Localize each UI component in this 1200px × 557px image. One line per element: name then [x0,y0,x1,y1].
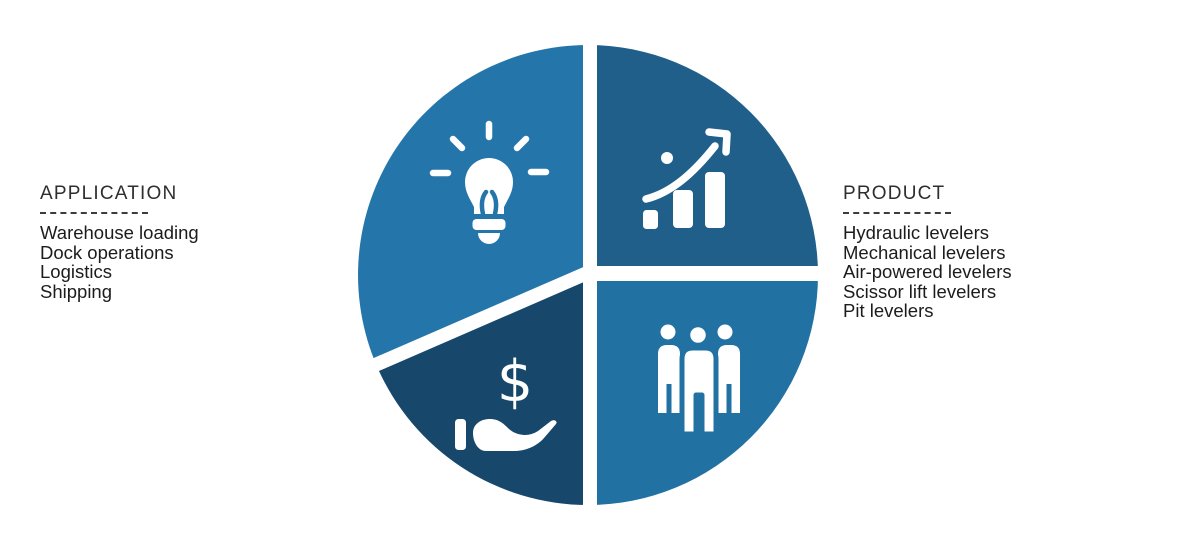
left-panel-title: APPLICATION [40,183,178,204]
segment-value [377,275,588,505]
left-panel-items: Warehouse loading Dock operations Logistic… [40,223,199,301]
person-middle-head [685,322,711,348]
segment-ideas [358,45,588,367]
growth-arrow-curve [642,142,719,203]
list-item: Mechanical levelers [843,241,1006,263]
hand-cuff [455,419,466,450]
growth-dot [661,152,673,164]
growth-bar-2 [673,190,693,228]
wheel-svg: $ [358,43,820,507]
list-item: Pit levelers [843,300,934,321]
hand-palm [473,419,557,451]
list-item: Scissor lift levelers [843,280,997,302]
list-item: Hydraulic levelers [843,222,989,243]
segmented-wheel-diagram: $ [356,43,820,507]
list-item: Air-powered levelers [843,261,1012,282]
person-right-body [718,345,740,413]
person-left-head [660,324,676,340]
dollar-hand-icon: $ [455,349,557,451]
lightbulb-base [472,219,506,230]
segment-dividers [363,43,820,507]
right-panel-title: PRODUCT [843,183,946,204]
person-left-body [658,345,680,413]
list-item: Dock operations [40,241,174,263]
dollar-sign: $ [497,349,533,415]
right-panel-underline [843,212,951,214]
left-panel: APPLICATION Warehouse loading Dock operat… [40,183,199,301]
list-item: Warehouse loading [40,222,199,243]
growth-bar-3 [705,172,725,228]
person-middle-body [679,345,719,437]
growth-bar-1 [643,210,658,229]
lightbulb-filament [479,189,499,217]
growth-arrow-head [705,128,731,156]
left-panel-underline [40,212,148,214]
right-panel-items: Hydraulic levelers Mechanical levelers Air… [843,223,1012,321]
lightbulb-tip [478,233,500,244]
person-right-head [717,324,733,340]
lightbulb-glass [465,158,513,214]
right-panel: PRODUCT Hydraulic levelers Mechanical lev… [843,183,1012,321]
lightbulb-icon [429,120,550,244]
people-icon [658,322,740,437]
divider-diagonal [363,263,597,376]
lightbulb-rays [429,120,550,177]
list-item: Shipping [40,280,113,302]
growth-chart-icon [642,128,731,229]
list-item: Logistics [40,261,112,282]
